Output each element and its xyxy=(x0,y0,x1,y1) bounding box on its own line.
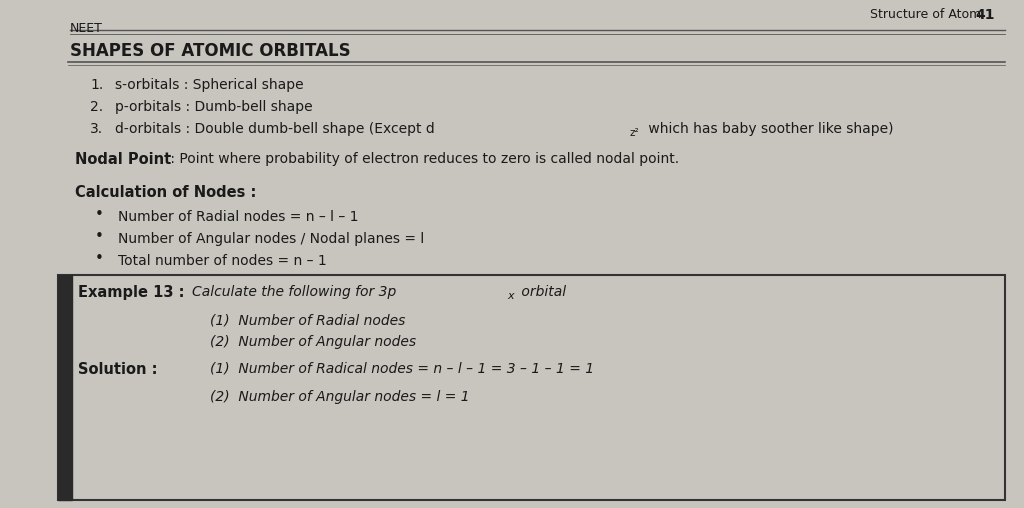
Text: 41: 41 xyxy=(976,8,995,22)
Text: (1)  Number of Radial nodes: (1) Number of Radial nodes xyxy=(210,313,406,327)
Text: Nodal Point: Nodal Point xyxy=(75,152,171,167)
Text: •: • xyxy=(95,251,103,266)
Text: Number of Radial nodes = n – l – 1: Number of Radial nodes = n – l – 1 xyxy=(118,210,358,224)
Text: (2)  Number of Angular nodes = l = 1: (2) Number of Angular nodes = l = 1 xyxy=(210,390,470,404)
Text: Structure of Atom: Structure of Atom xyxy=(870,8,981,21)
Text: •: • xyxy=(95,207,103,222)
Bar xyxy=(58,275,72,500)
Text: Number of Angular nodes / Nodal planes = l: Number of Angular nodes / Nodal planes =… xyxy=(118,232,424,246)
Text: (2)  Number of Angular nodes: (2) Number of Angular nodes xyxy=(210,335,416,349)
Text: (1)  Number of Radical nodes = n – l – 1 = 3 – 1 – 1 = 1: (1) Number of Radical nodes = n – l – 1 … xyxy=(210,362,594,376)
Text: which has baby soother like shape): which has baby soother like shape) xyxy=(644,122,894,136)
Text: p-orbitals : Dumb-bell shape: p-orbitals : Dumb-bell shape xyxy=(115,100,312,114)
Text: Calculation of Nodes :: Calculation of Nodes : xyxy=(75,185,256,200)
Text: x: x xyxy=(507,291,514,301)
Text: 1.: 1. xyxy=(90,78,103,92)
Text: z²: z² xyxy=(630,128,640,138)
Text: NEET: NEET xyxy=(70,22,102,35)
Text: 2.: 2. xyxy=(90,100,103,114)
Text: 3.: 3. xyxy=(90,122,103,136)
Text: : Point where probability of electron reduces to zero is called nodal point.: : Point where probability of electron re… xyxy=(166,152,679,166)
Text: Calculate the following for 3p: Calculate the following for 3p xyxy=(193,285,396,299)
Text: Total number of nodes = n – 1: Total number of nodes = n – 1 xyxy=(118,254,327,268)
Text: orbital: orbital xyxy=(517,285,566,299)
Text: Example 13 :: Example 13 : xyxy=(78,285,189,300)
Text: s-orbitals : Spherical shape: s-orbitals : Spherical shape xyxy=(115,78,304,92)
Text: SHAPES OF ATOMIC ORBITALS: SHAPES OF ATOMIC ORBITALS xyxy=(70,42,350,60)
Text: d-orbitals : Double dumb-bell shape (Except d: d-orbitals : Double dumb-bell shape (Exc… xyxy=(115,122,435,136)
Text: Solution :: Solution : xyxy=(78,362,158,377)
Text: •: • xyxy=(95,229,103,244)
Bar xyxy=(58,275,1005,500)
